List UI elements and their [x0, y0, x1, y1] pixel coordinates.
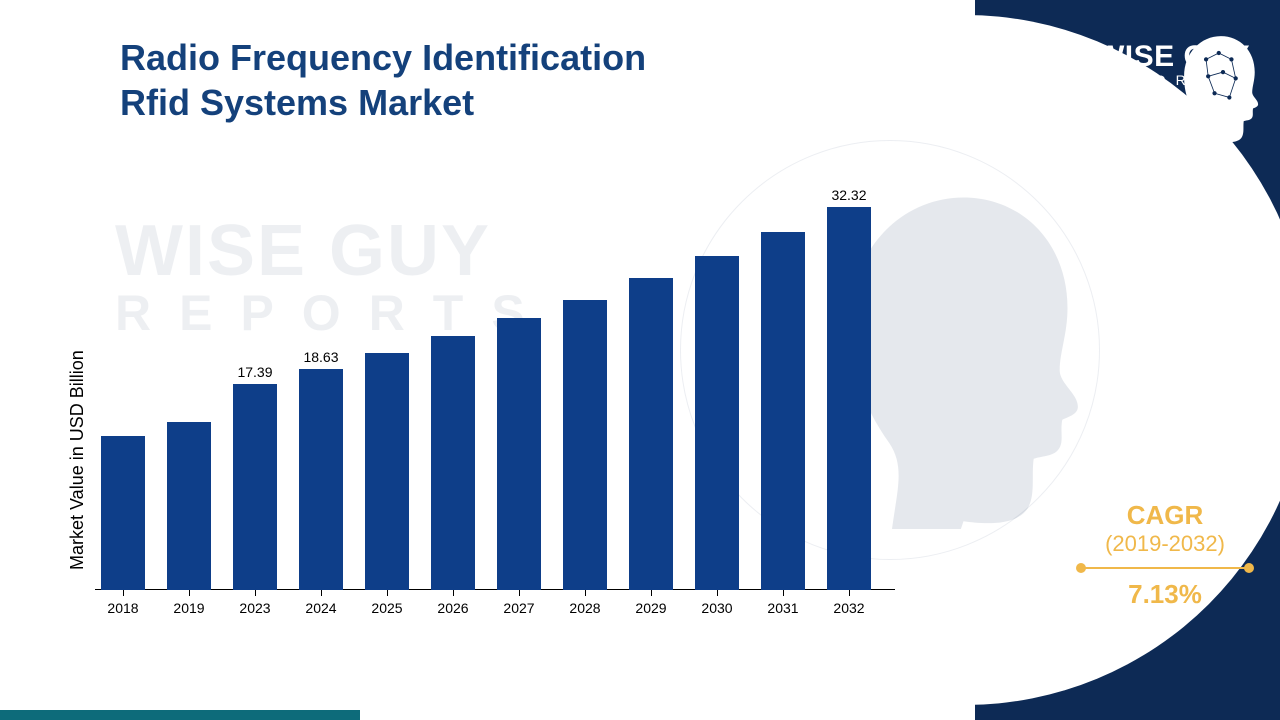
x-label: 2023 — [233, 600, 277, 616]
bar-value-label: 32.32 — [827, 187, 871, 203]
bars-container: 2018 2019 202317.39 202418.63 2025 2026 2027 20… — [95, 175, 895, 590]
y-axis-label: Market Value in USD Billion — [67, 350, 88, 570]
chart-canvas: WISE GUY REPORTS Radio Frequency Identif… — [0, 0, 1280, 720]
title-line2: Rfid Systems Market — [120, 80, 646, 125]
bar-2030: 2030 — [695, 256, 739, 590]
x-tick — [189, 590, 190, 596]
cagr-dot-right — [1244, 563, 1254, 573]
x-label: 2025 — [365, 600, 409, 616]
bar-2027: 2027 — [497, 318, 541, 590]
x-tick — [849, 590, 850, 596]
x-tick — [387, 590, 388, 596]
title-line1: Radio Frequency Identification — [120, 35, 646, 80]
x-label: 2030 — [695, 600, 739, 616]
bar-2031: 2031 — [761, 232, 805, 590]
x-label: 2027 — [497, 600, 541, 616]
x-label: 2029 — [629, 600, 673, 616]
brand-logo: WISE GUY REPORTS — [1096, 40, 1250, 88]
x-tick — [255, 590, 256, 596]
bar-2032: 203232.32 — [827, 207, 871, 590]
bar-2026: 2026 — [431, 336, 475, 590]
x-tick — [783, 590, 784, 596]
bar-2028: 2028 — [563, 300, 607, 591]
cagr-label: CAGR — [1050, 500, 1280, 531]
x-label: 2031 — [761, 600, 805, 616]
bar-value-label: 18.63 — [299, 349, 343, 365]
x-tick — [519, 590, 520, 596]
cagr-period: (2019-2032) — [1050, 531, 1280, 557]
bar-2025: 2025 — [365, 353, 409, 590]
brand-head-icon — [1178, 34, 1268, 144]
x-tick — [717, 590, 718, 596]
x-tick — [585, 590, 586, 596]
x-label: 2028 — [563, 600, 607, 616]
cagr-rule — [1080, 567, 1250, 569]
bar-2024: 202418.63 — [299, 369, 343, 590]
bar-2018: 2018 — [101, 436, 145, 590]
chart-area: Market Value in USD Billion 201820192023… — [95, 175, 895, 590]
x-tick — [453, 590, 454, 596]
x-label: 2018 — [101, 600, 145, 616]
x-label: 2024 — [299, 600, 343, 616]
bottom-accent-bar — [0, 710, 360, 720]
x-label: 2026 — [431, 600, 475, 616]
cagr-dot-left — [1076, 563, 1086, 573]
x-tick — [651, 590, 652, 596]
x-label: 2019 — [167, 600, 211, 616]
x-tick — [321, 590, 322, 596]
bar-2029: 2029 — [629, 278, 673, 590]
cagr-value: 7.13% — [1050, 579, 1280, 610]
chart-title: Radio Frequency Identification Rfid Syst… — [120, 35, 646, 125]
cagr-block: CAGR (2019-2032) 7.13% — [1050, 500, 1280, 610]
bar-2023: 202317.39 — [233, 384, 277, 590]
x-label: 2032 — [827, 600, 871, 616]
x-tick — [123, 590, 124, 596]
bar-value-label: 17.39 — [233, 364, 277, 380]
bar-2019: 2019 — [167, 422, 211, 590]
